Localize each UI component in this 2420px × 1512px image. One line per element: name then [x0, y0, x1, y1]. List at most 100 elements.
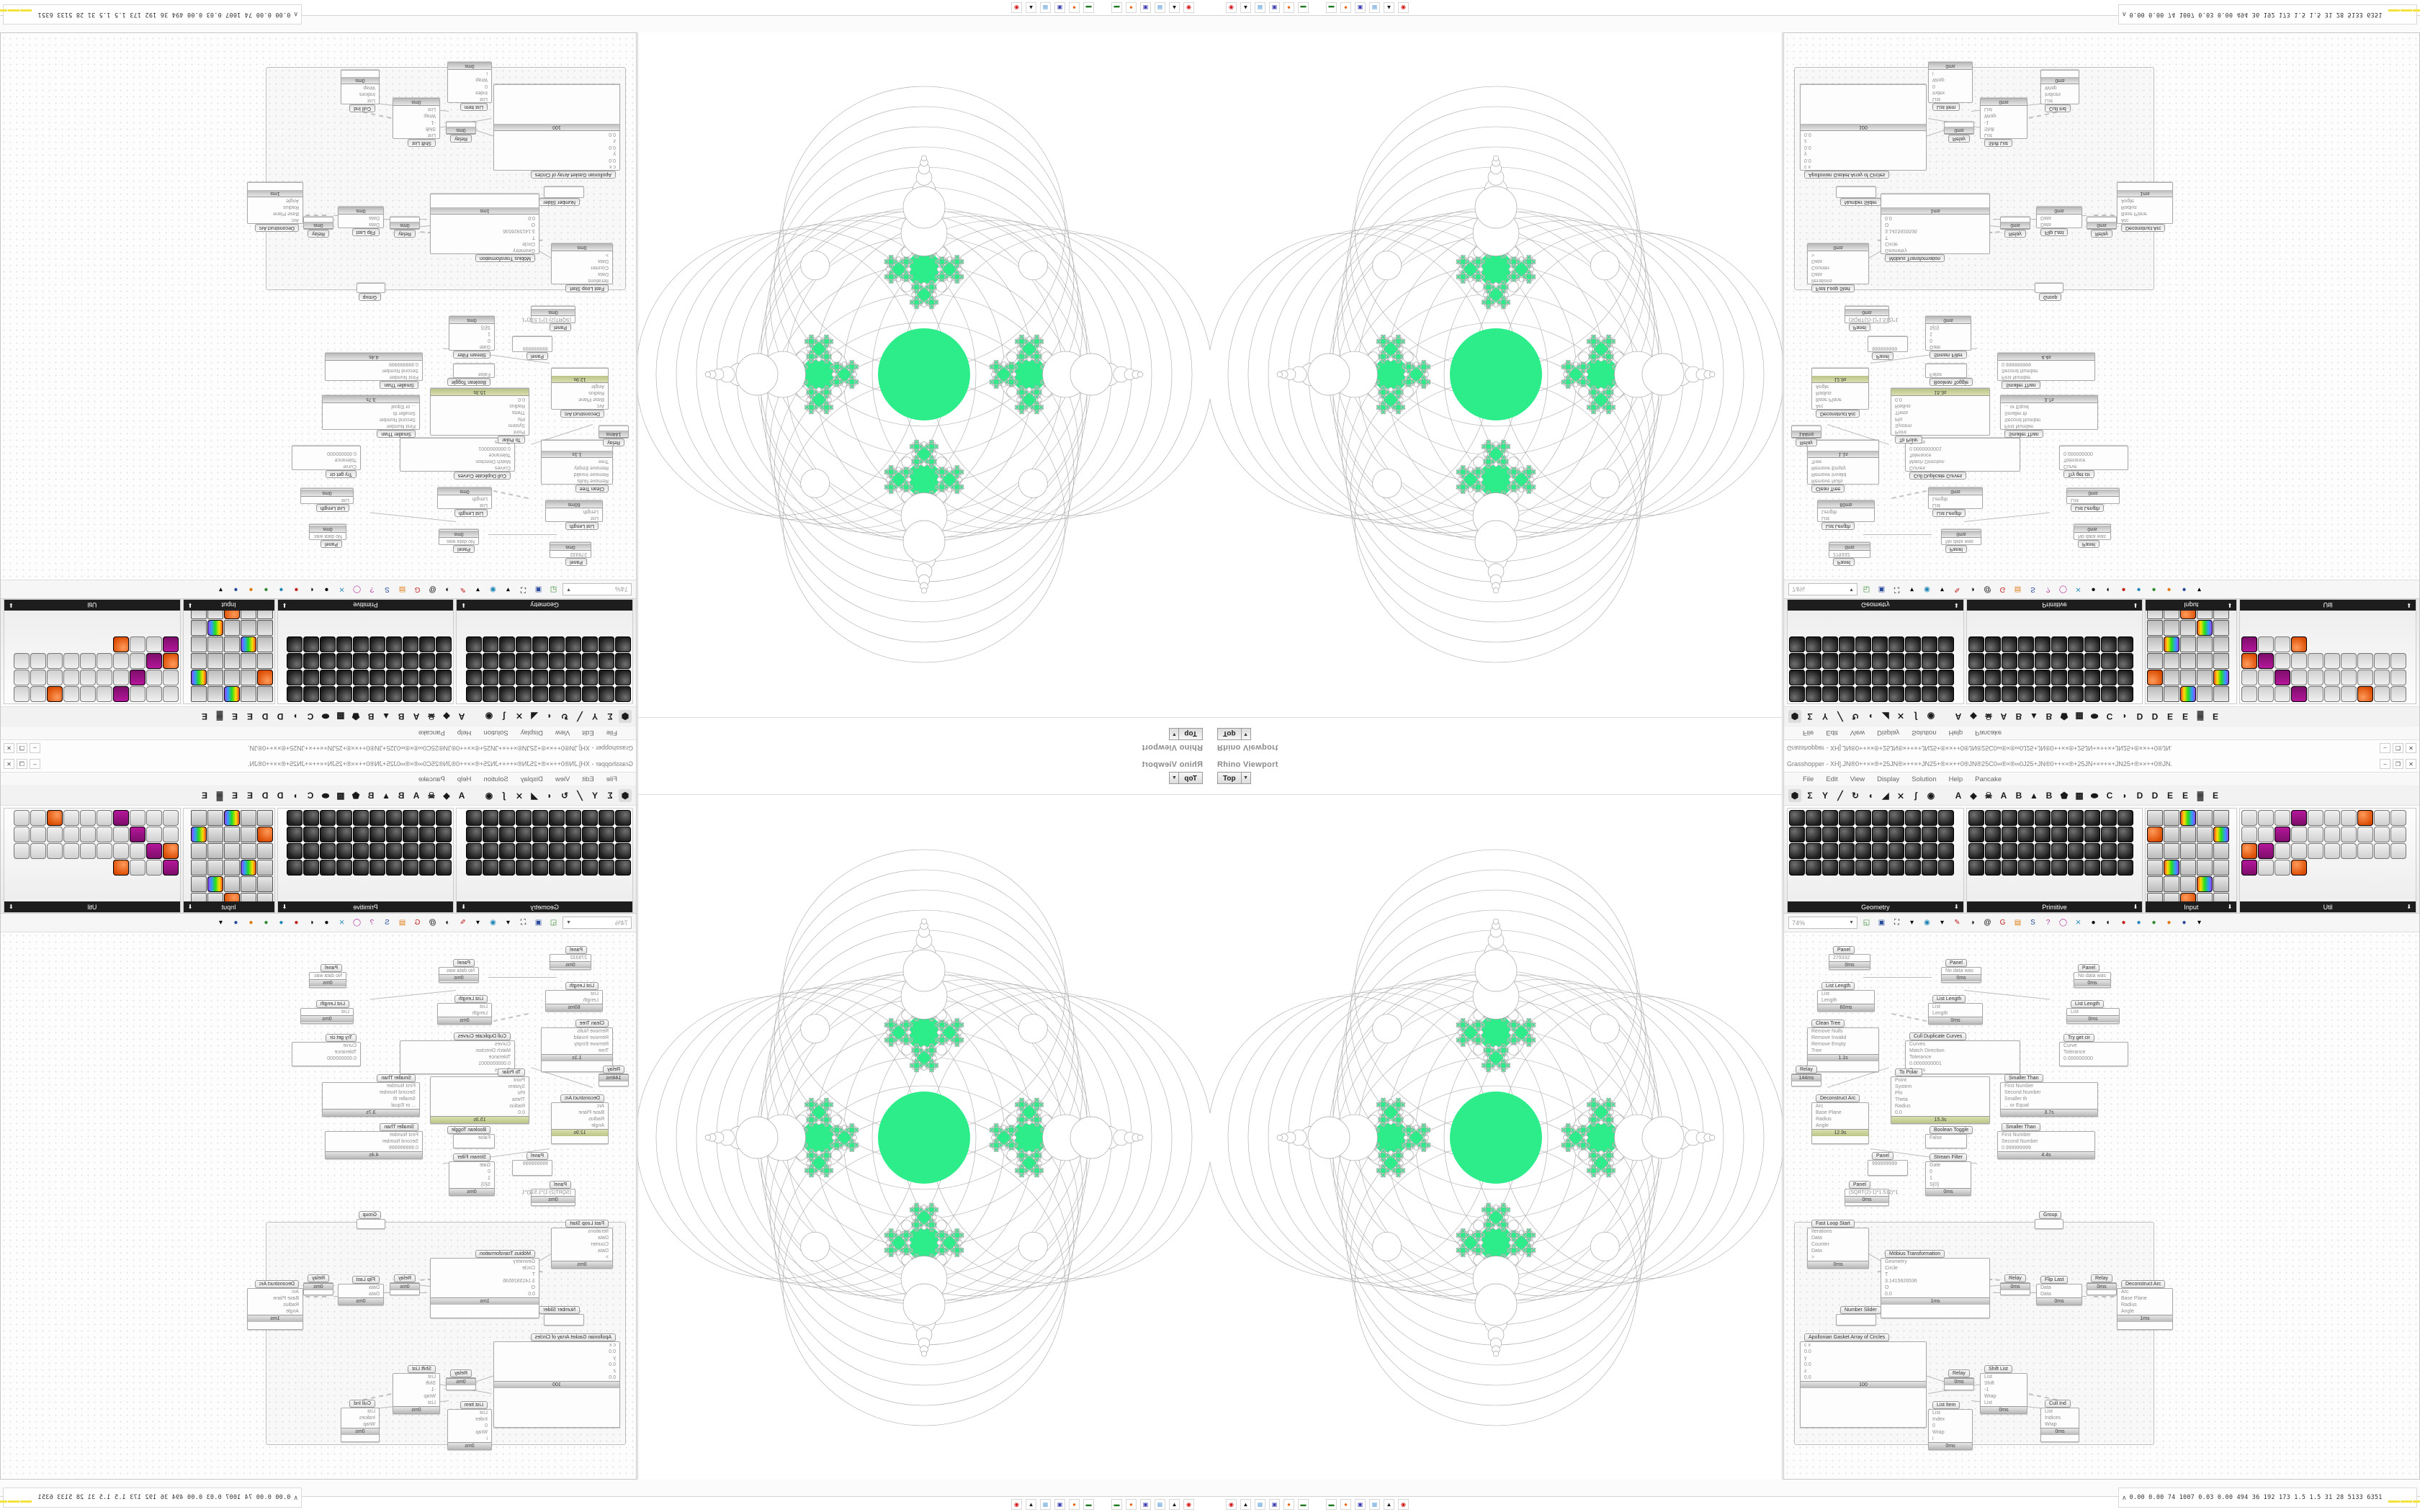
- component-param-row[interactable]: Theta: [512, 410, 525, 415]
- profiler-red-icon[interactable]: ●: [294, 919, 299, 927]
- addon-c-tab[interactable]: C: [2106, 711, 2113, 721]
- node-name-label[interactable]: Cull Duplicate Curves: [453, 472, 511, 480]
- grasshopper-canvas-toolbar[interactable]: 74% ▼ ◱ ▣ ⛶ ▾ ◉ ▾ ✎ ◑ @ G ▤ S? ◯ ⨯ ● ◐ ● ● ● ● ● ▾: [1784, 914, 2419, 932]
- node-name-label[interactable]: List Length: [565, 522, 599, 530]
- gh-component[interactable]: 0ms: [1944, 122, 1974, 135]
- palette-component-icon[interactable]: [2197, 860, 2213, 876]
- component-param-row[interactable]: List: [428, 132, 436, 138]
- gh-component[interactable]: 144ms: [1791, 426, 1821, 438]
- palette-component-icon[interactable]: [223, 636, 240, 652]
- palette-component-icon[interactable]: [2324, 653, 2341, 669]
- palette-component-icon[interactable]: [13, 843, 30, 859]
- palette-component-icon[interactable]: [2164, 860, 2180, 876]
- palette-component-icon[interactable]: [1855, 686, 1871, 702]
- component-param-row[interactable]: Arc: [1816, 403, 1824, 408]
- node-name-label[interactable]: Apollonian Gasket Array of Circles: [1804, 171, 1890, 179]
- sets-tab[interactable]: Υ: [592, 791, 599, 801]
- palette-component-icon[interactable]: [2197, 686, 2213, 702]
- palette-component-icon[interactable]: [2258, 686, 2275, 702]
- component-param-row[interactable]: First Number: [2002, 1133, 2031, 1138]
- component-param-row[interactable]: Curves: [1906, 1067, 2020, 1074]
- palette-component-icon[interactable]: [499, 810, 515, 826]
- palette-component-icon[interactable]: [2213, 653, 2230, 669]
- node-name-label[interactable]: Panel: [321, 540, 342, 548]
- save-file-icon[interactable]: ▣: [534, 919, 542, 927]
- palette-component-icon[interactable]: [303, 810, 320, 826]
- grasshopper-window[interactable]: Grasshopper - XH].JN®0++××®+25JN®×++×+JN…: [0, 32, 637, 756]
- addon-bird-tab[interactable]: ◗: [292, 711, 298, 721]
- palette-component-icon[interactable]: [320, 670, 336, 685]
- palette-component-icon[interactable]: [582, 636, 598, 652]
- component-param-row[interactable]: Wrap: [1984, 113, 1996, 118]
- palette-component-icon[interactable]: [466, 810, 482, 826]
- curve-tab[interactable]: ↻: [560, 791, 569, 801]
- component-param-row[interactable]: T: [1885, 1272, 1888, 1277]
- component-param-row[interactable]: List: [1984, 132, 1992, 138]
- component-param-row[interactable]: Remove Empty: [574, 465, 609, 470]
- grasshopper-menu-bar[interactable]: File Edit View Display Solution Help Pancake: [1, 773, 636, 786]
- component-param-row[interactable]: 279332: [570, 552, 587, 557]
- app-red-icon[interactable]: ◉: [1183, 1499, 1194, 1510]
- addon-grid-tab[interactable]: ▦: [336, 711, 345, 721]
- chevron-down-icon[interactable]: ⬇: [2133, 904, 2138, 910]
- minimize-button[interactable]: –: [30, 759, 40, 769]
- curve-tab[interactable]: ↻: [1851, 791, 1860, 801]
- component-param-row[interactable]: Second Number: [382, 1139, 418, 1144]
- save-file-icon[interactable]: ▣: [1878, 585, 1886, 593]
- component-param-row[interactable]: Counter: [591, 265, 609, 270]
- palette-component-icon[interactable]: [162, 810, 179, 826]
- preview-shaded-icon[interactable]: ●: [279, 919, 284, 927]
- palette-component-icon[interactable]: [2258, 860, 2275, 876]
- palette-component-icon[interactable]: [190, 611, 207, 619]
- component-param-row[interactable]: Radius: [1895, 1104, 1911, 1109]
- node-name-label[interactable]: Try get cir: [2063, 1034, 2094, 1042]
- palette-component-icon[interactable]: [2067, 843, 2084, 859]
- palette-component-icon[interactable]: [207, 843, 223, 859]
- component-param-row[interactable]: Base Plane: [273, 211, 299, 216]
- palette-component-icon[interactable]: [1984, 653, 2001, 669]
- palette-component-icon[interactable]: [2017, 653, 2034, 669]
- palette-component-icon[interactable]: [386, 653, 403, 669]
- node-name-label[interactable]: Group: [2039, 1211, 2062, 1219]
- palette-component-icon[interactable]: [2197, 893, 2213, 901]
- palette-component-icon[interactable]: [13, 810, 30, 826]
- node-name-label[interactable]: Relay: [308, 230, 329, 238]
- component-param-row[interactable]: Length: [1932, 1011, 1948, 1016]
- component-param-row[interactable]: c x: [1804, 164, 1811, 169]
- component-param-row[interactable]: Base Plane: [578, 397, 604, 402]
- palette-tab-primitive[interactable]: Primitive ⬇: [1966, 901, 2143, 912]
- balloon-icon[interactable]: ◯: [352, 585, 362, 593]
- addon-a2-tab[interactable]: A: [413, 711, 420, 721]
- profiler-white-icon[interactable]: ◐: [309, 919, 314, 927]
- node-name-label[interactable]: Panel: [526, 1152, 548, 1160]
- firefox-icon[interactable]: ●: [1283, 1499, 1294, 1510]
- component-param-row[interactable]: Wrap: [475, 77, 488, 82]
- gh-component[interactable]: (SQRT(2)-1)*1.512)^1 0ms: [1845, 306, 1899, 323]
- gh-component[interactable]: List Length 60ms: [1817, 500, 1875, 522]
- component-param-row[interactable]: Iterations: [1811, 278, 1832, 283]
- palette-component-icon[interactable]: [2197, 611, 2213, 619]
- palette-component-icon[interactable]: [436, 653, 452, 669]
- palette-component-icon[interactable]: [2164, 611, 2180, 619]
- gh-component[interactable]: Remove Nulls Remove Invalid Remove Empty Tr…: [1807, 440, 1879, 485]
- palette-component-icon[interactable]: [2197, 620, 2213, 636]
- gh-component[interactable]: 279332 0ms: [1829, 954, 1870, 970]
- component-param-row[interactable]: Match Direction: [475, 459, 511, 464]
- palette-component-icon[interactable]: [240, 827, 256, 842]
- palette-component-icon[interactable]: [2213, 670, 2230, 685]
- palette-component-icon[interactable]: [2084, 843, 2100, 859]
- palette-component-icon[interactable]: [599, 810, 614, 826]
- node-name-label[interactable]: List Length: [315, 504, 349, 512]
- component-param-row[interactable]: z: [1804, 1369, 1807, 1374]
- gh-component[interactable]: Curve Tolerance 0.000000000: [292, 1042, 361, 1066]
- palette-component-icon[interactable]: [336, 827, 353, 842]
- chevron-down-icon[interactable]: ⬇: [187, 904, 193, 910]
- component-param-row[interactable]: 3.1415926536: [1885, 1279, 1917, 1284]
- palette-component-icon[interactable]: [2324, 810, 2341, 826]
- component-param-row[interactable]: 0.999999999: [389, 361, 418, 366]
- palette-component-icon[interactable]: [2197, 827, 2213, 842]
- surface-tab[interactable]: ◖: [547, 711, 552, 721]
- component-param-row[interactable]: Gate: [479, 1163, 490, 1168]
- palette-component-icon[interactable]: [2051, 827, 2067, 842]
- transform-tab[interactable]: ʃ: [503, 711, 506, 721]
